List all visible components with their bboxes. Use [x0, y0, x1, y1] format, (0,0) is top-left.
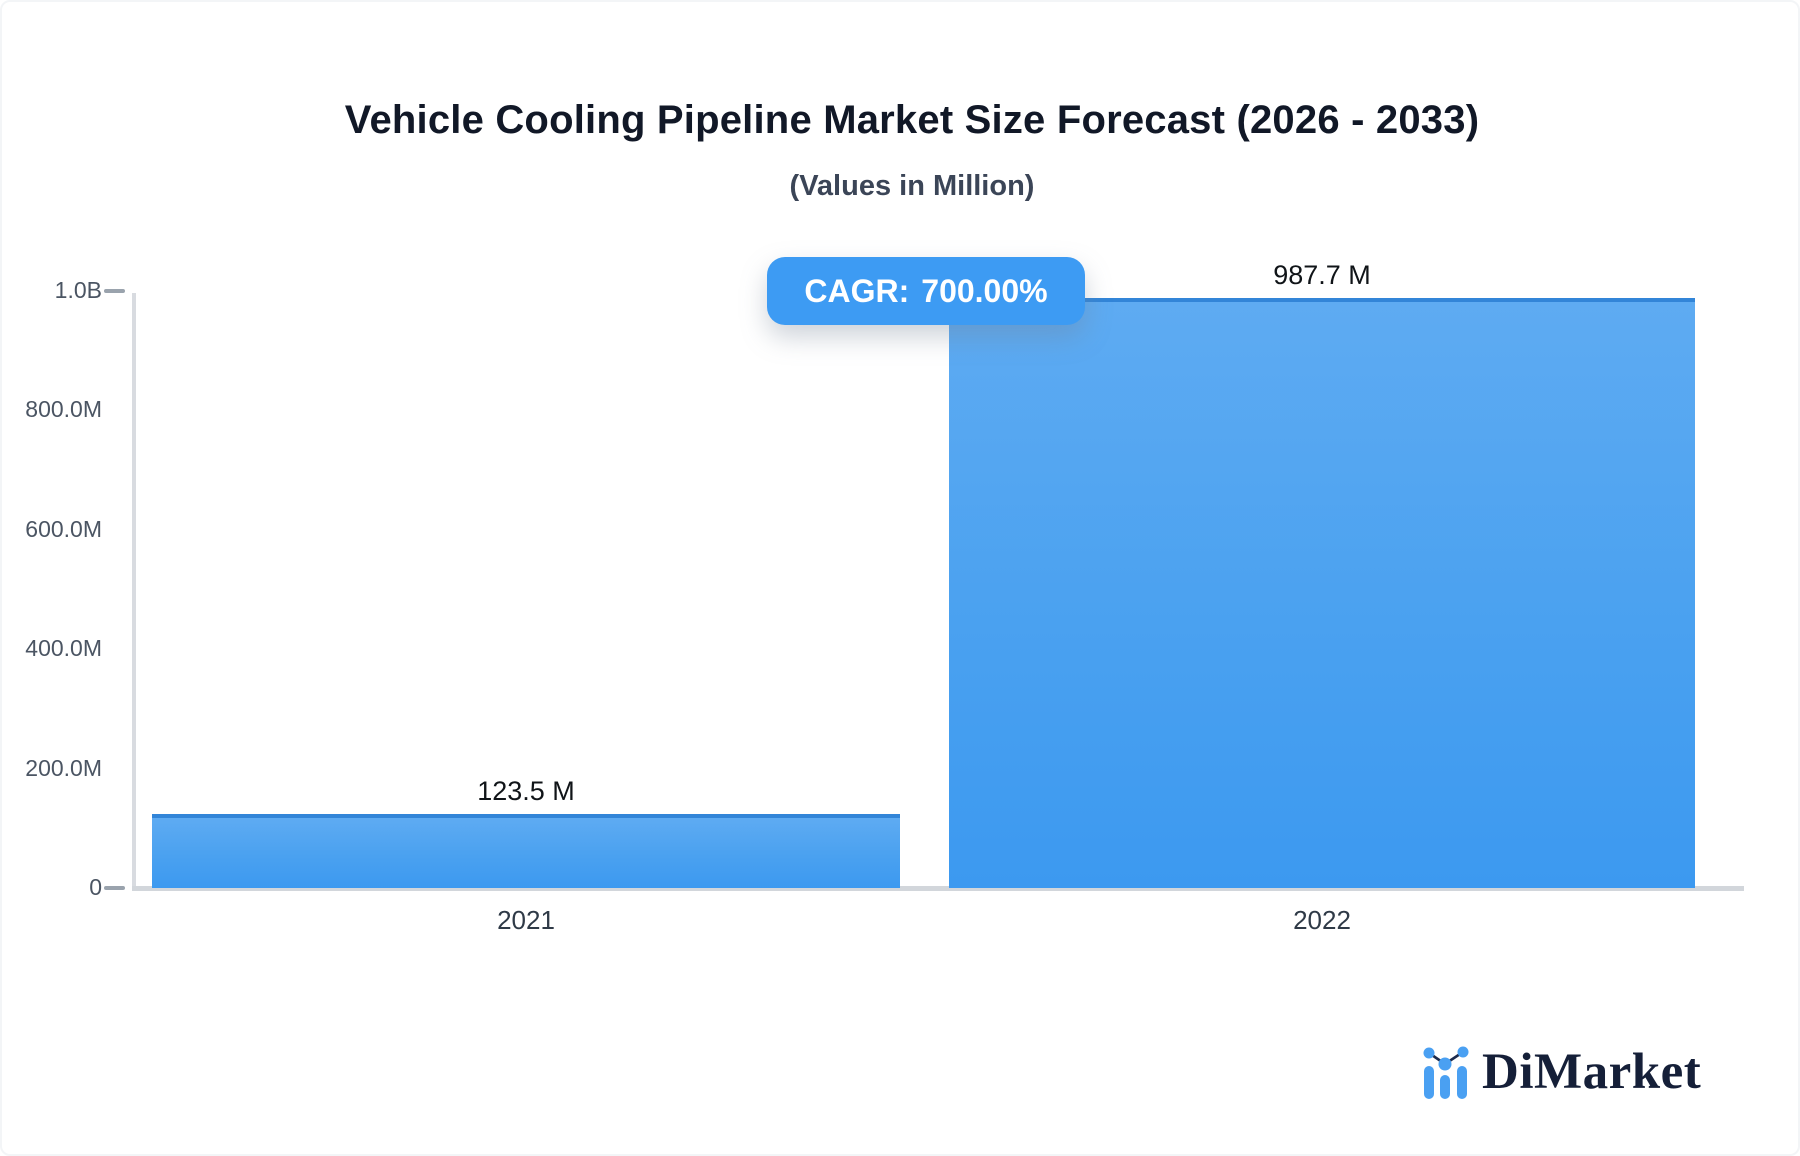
bar-2021[interactable] [152, 814, 900, 888]
y-tick-label: 600.0M [25, 515, 102, 542]
cagr-label: CAGR: [804, 272, 910, 309]
y-tick-label: 200.0M [25, 754, 102, 781]
bar-value-label-2021: 123.5 M [477, 776, 575, 806]
x-axis-line [132, 886, 1744, 891]
y-tick-label: 800.0M [25, 396, 102, 423]
bar-value-label-2022: 987.7 M [1273, 260, 1371, 290]
x-axis-labels: 2021 2022 [2, 905, 1798, 945]
bar-slot-2022: 987.7 M [949, 260, 1695, 888]
brand-name: DiMarket [1482, 1044, 1702, 1100]
y-tick-dash [104, 289, 125, 293]
bar-2022[interactable] [949, 298, 1695, 888]
x-tick-label-2021: 2021 [497, 905, 555, 935]
y-tick-label: 0 [89, 874, 102, 900]
cagr-badge: CAGR: 700.00% [767, 257, 1085, 325]
y-tick-dash [104, 886, 125, 890]
x-tick-label-2022: 2022 [1293, 905, 1351, 935]
bar-chart-logo-icon [1422, 1044, 1469, 1100]
y-tick-label: 1.0B [54, 277, 102, 303]
chart-subtitle: (Values in Million) [789, 170, 1035, 202]
chart-title: Vehicle Cooling Pipeline Market Size For… [344, 98, 1480, 142]
y-tick-label: 400.0M [25, 635, 102, 662]
bar-slot-2021: 123.5 M [152, 291, 900, 888]
brand-logo: DiMarket [1422, 1040, 1701, 1104]
cagr-value: 700.00% [921, 272, 1048, 309]
y-axis-line [132, 293, 136, 889]
